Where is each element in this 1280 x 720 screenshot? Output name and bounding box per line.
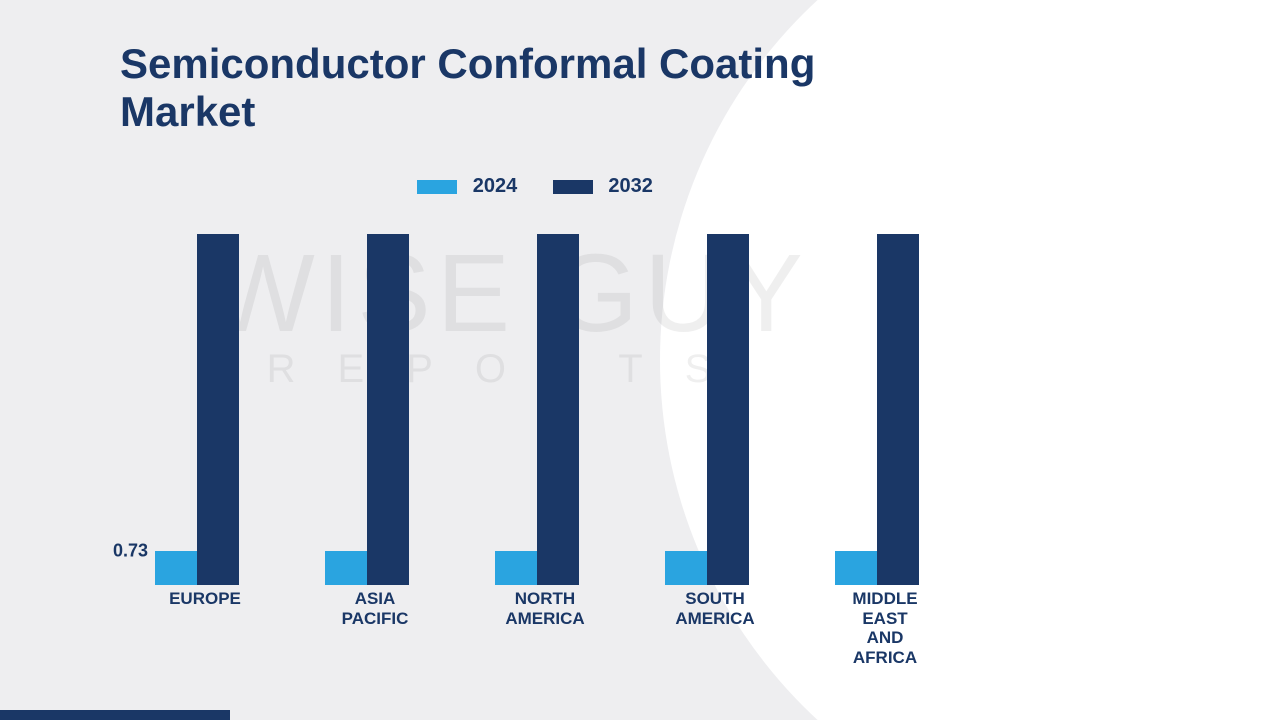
bar-y2032	[877, 234, 919, 586]
bar-y2032	[367, 234, 409, 586]
bar-chart: 2024 2032 Market Size in USD Billion 0.7…	[70, 175, 970, 695]
chart-title: Semiconductor Conformal Coating Market	[120, 40, 860, 137]
x-label: NORTHAMERICA	[475, 589, 615, 628]
head-icon	[1200, 34, 1258, 92]
brand-logo: WISEGUY REPORTS	[1066, 32, 1250, 87]
value-label: 0.73	[113, 541, 148, 562]
plot-area: Market Size in USD Billion 0.73	[130, 215, 970, 585]
x-label: MIDDLEEASTANDAFRICA	[815, 589, 955, 667]
legend-label-2032: 2032	[608, 175, 653, 197]
infographic-canvas: WISEGUY REPORTS Semiconductor Conformal …	[0, 0, 1280, 720]
x-label: ASIAPACIFIC	[305, 589, 445, 628]
legend-swatch-2024	[417, 180, 457, 194]
bar-y2032	[197, 234, 239, 586]
bar-y2032	[707, 234, 749, 586]
bar-y2032	[537, 234, 579, 586]
bar-y2024	[495, 551, 537, 585]
x-label: EUROPE	[135, 589, 275, 609]
bar-y2024	[665, 551, 707, 585]
x-label: SOUTHAMERICA	[645, 589, 785, 628]
accent-bar	[0, 710, 230, 720]
bar-y2024	[835, 551, 877, 585]
bar-y2024	[155, 551, 197, 585]
legend-label-2024: 2024	[473, 175, 518, 197]
legend: 2024 2032	[70, 175, 970, 198]
legend-swatch-2032	[553, 180, 593, 194]
bar-y2024	[325, 551, 367, 585]
